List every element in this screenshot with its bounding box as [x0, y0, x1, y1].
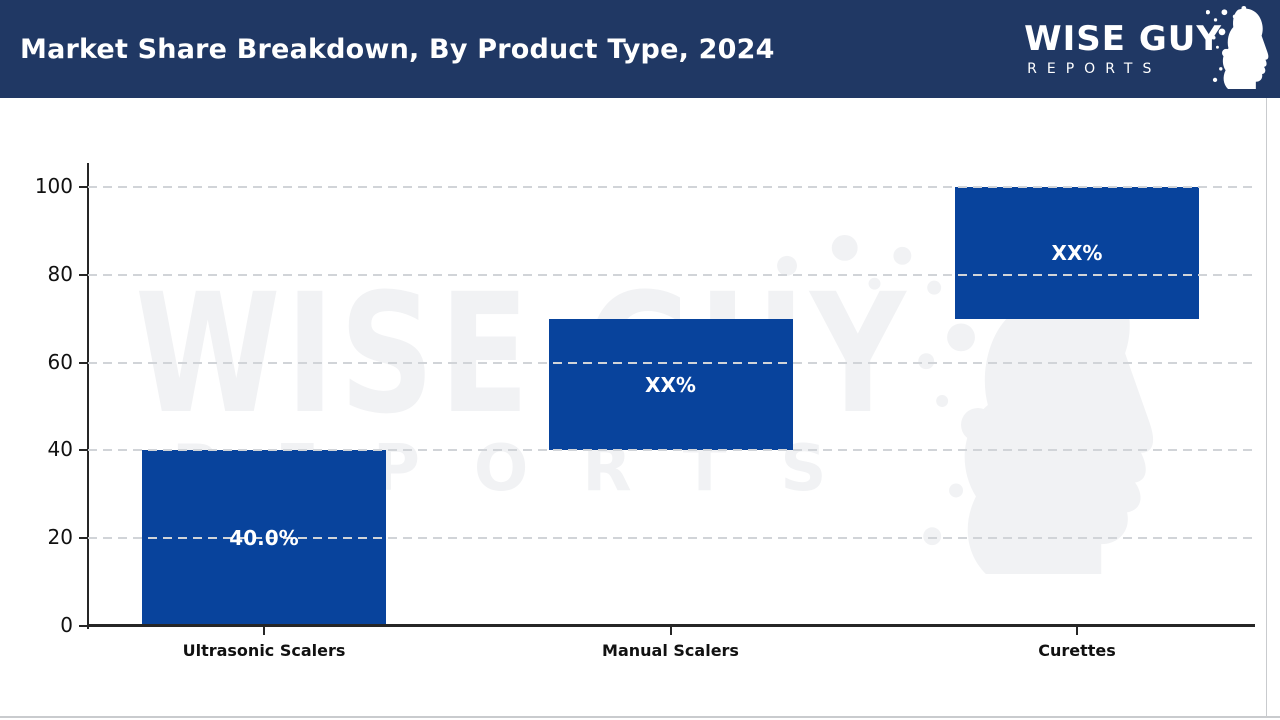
y-tick-80 [79, 273, 88, 276]
canvas-bottom-edge [0, 716, 1280, 718]
y-tick-label-80: 80 [47, 261, 73, 286]
y-tick-60 [79, 361, 88, 364]
y-tick-label-60: 60 [47, 349, 73, 374]
gridline-y-40 [88, 449, 1255, 452]
brand-logo: WISE GUY REPORTS [1024, 0, 1274, 98]
x-category-label-curettes: Curettes [1038, 641, 1116, 660]
x-tick-manual-scalers [669, 627, 672, 635]
bar-curettes [955, 187, 1199, 319]
y-tick-label-0: 0 [60, 613, 73, 637]
brand-subtitle: REPORTS [1027, 60, 1162, 77]
y-tick-40 [79, 449, 88, 452]
x-axis-line [87, 624, 1255, 627]
gridline-y-20 [88, 537, 1255, 540]
gridline-y-100 [88, 186, 1255, 188]
y-tick-20 [79, 537, 88, 540]
y-tick-0 [79, 625, 88, 627]
page-title: Market Share Breakdown, By Product Type,… [20, 33, 775, 65]
brand-face-icon [1206, 5, 1269, 89]
y-tick-100 [79, 186, 88, 188]
header: Market Share Breakdown, By Product Type,… [0, 0, 1280, 98]
x-tick-ultrasonic-scalers [263, 627, 265, 635]
y-tick-label-100: 100 [34, 174, 73, 198]
x-tick-curettes [1076, 627, 1078, 635]
x-category-label-ultrasonic-scalers: Ultrasonic Scalers [182, 641, 346, 660]
x-category-label-manual-scalers: Manual Scalers [602, 641, 739, 660]
gridline-y-80 [88, 273, 1255, 276]
bar-manual-scalers [548, 318, 793, 451]
y-tick-label-20: 20 [47, 525, 73, 550]
gridline-y-60 [88, 361, 1255, 364]
y-axis-line [87, 163, 89, 629]
brand-name: WISE GUY [1024, 18, 1222, 59]
brand-wordmark: WISE GUY REPORTS [1024, 22, 1222, 77]
y-tick-label-40: 40 [47, 437, 73, 462]
canvas-right-edge [1266, 98, 1267, 716]
